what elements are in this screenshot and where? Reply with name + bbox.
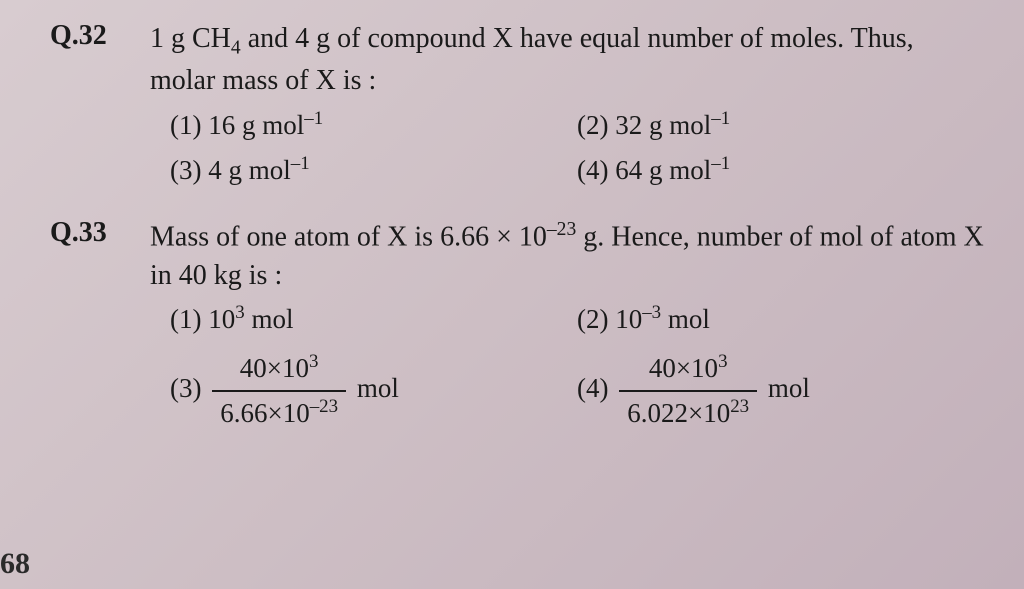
q33-options-row2: (3) 40×1036.66×10–23 mol (4) 40×1036.022… [170, 349, 984, 433]
q33-opt3-tail: mol [350, 373, 399, 403]
q33-options-row1: (1) 103 mol (2) 10–3 mol [170, 300, 984, 339]
q33-opt4-fraction: 40×1036.022×1023 [619, 349, 757, 433]
q32-option-4: (4) 64 g mol–1 [577, 151, 984, 190]
q33-opt4-tail: mol [761, 373, 810, 403]
q32-number: Q.32 [30, 20, 150, 52]
q32-option-2: (2) 32 g mol–1 [577, 106, 984, 145]
q32-header: Q.32 1 g CH4 and 4 g of compound X have … [30, 20, 984, 100]
q33-opt1-label: (1) 10 [170, 304, 235, 334]
q33-text: Mass of one atom of X is 6.66 × 10–23 g.… [150, 217, 984, 294]
q33-opt3-den-a: 6.66×10 [220, 398, 309, 428]
q33-opt3-num: 40×103 [212, 349, 346, 392]
q32-opt2-label: (2) 32 g mol [577, 110, 711, 140]
q33-option-3: (3) 40×1036.66×10–23 mol [170, 349, 577, 433]
q33-opt2-label: (2) 10 [577, 304, 642, 334]
q32-text: 1 g CH4 and 4 g of compound X have equal… [150, 20, 984, 100]
q32-opt3-sup: –1 [291, 153, 310, 174]
q33-option-4: (4) 40×1036.022×1023 mol [577, 349, 984, 433]
q33-opt3-den-sup: –23 [310, 396, 338, 417]
q33-opt4-num-sup: 3 [718, 351, 727, 372]
question-32: Q.32 1 g CH4 and 4 g of compound X have … [30, 20, 984, 189]
q33-text-p1: Mass of one atom of X is 6.66 × 10 [150, 222, 547, 253]
q33-opt2-sup: –3 [642, 302, 661, 323]
q32-opt4-label: (4) 64 g mol [577, 155, 711, 185]
q33-opt3-fraction: 40×1036.66×10–23 [212, 349, 346, 433]
q33-opt3-prefix: (3) [170, 373, 208, 403]
q32-options: (1) 16 g mol–1 (2) 32 g mol–1 (3) 4 g mo… [170, 106, 984, 190]
q33-number: Q.33 [30, 217, 150, 249]
page-number: 68 [0, 547, 30, 581]
q32-text-p1: 1 g CH [150, 23, 231, 54]
q32-option-1: (1) 16 g mol–1 [170, 106, 577, 145]
q33-opt2-tail: mol [661, 304, 710, 334]
q33-opt3-num-sup: 3 [309, 351, 318, 372]
q33-option-2: (2) 10–3 mol [577, 300, 984, 339]
q33-opt1-tail: mol [245, 304, 294, 334]
q33-opt4-den: 6.022×1023 [619, 392, 757, 433]
q32-text-p2: and 4 g of compound X have equal number … [150, 23, 914, 96]
q32-opt1-label: (1) 16 g mol [170, 110, 304, 140]
question-33: Q.33 Mass of one atom of X is 6.66 × 10–… [30, 217, 984, 432]
q32-opt3-label: (3) 4 g mol [170, 155, 291, 185]
q33-opt4-num-a: 40×10 [649, 353, 718, 383]
q32-opt4-sup: –1 [711, 153, 730, 174]
q33-header: Q.33 Mass of one atom of X is 6.66 × 10–… [30, 217, 984, 294]
q32-options-row2: (3) 4 g mol–1 (4) 64 g mol–1 [170, 151, 984, 190]
q33-option-1: (1) 103 mol [170, 300, 577, 339]
q33-opt4-den-a: 6.022×10 [627, 398, 730, 428]
q33-opt4-den-sup: 23 [730, 396, 749, 417]
q33-opt3-den: 6.66×10–23 [212, 392, 346, 433]
q32-opt2-sup: –1 [711, 108, 730, 129]
q33-opt4-prefix: (4) [577, 373, 615, 403]
q32-options-row1: (1) 16 g mol–1 (2) 32 g mol–1 [170, 106, 984, 145]
q33-opt3-num-a: 40×10 [240, 353, 309, 383]
q32-opt1-sup: –1 [304, 108, 323, 129]
q33-options: (1) 103 mol (2) 10–3 mol (3) 40×1036.66×… [170, 300, 984, 432]
q33-opt4-num: 40×103 [619, 349, 757, 392]
q33-sup1: –23 [547, 219, 576, 240]
q32-sub1: 4 [231, 38, 241, 59]
q33-opt1-sup: 3 [235, 302, 244, 323]
q32-option-3: (3) 4 g mol–1 [170, 151, 577, 190]
